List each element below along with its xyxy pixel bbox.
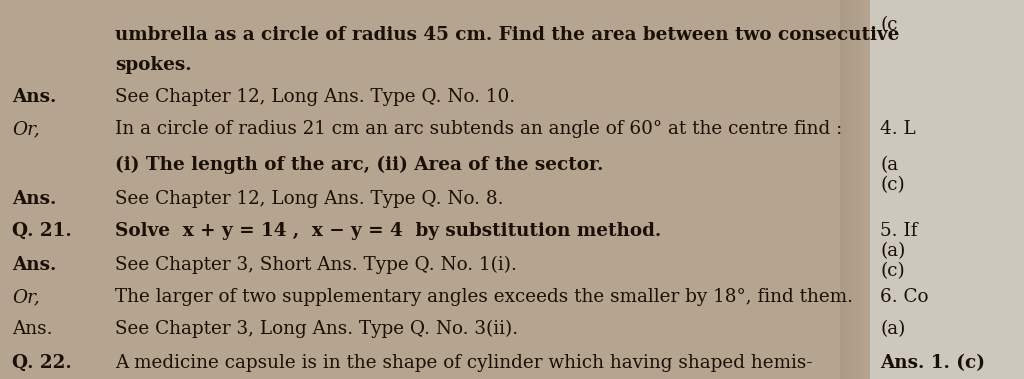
Text: Ans.: Ans. (12, 320, 52, 338)
Text: Q. 22.: Q. 22. (12, 354, 72, 372)
Text: Ans.: Ans. (12, 88, 56, 106)
Text: A medicine capsule is in the shape of cylinder which having shaped hemis-: A medicine capsule is in the shape of cy… (115, 354, 812, 372)
Text: See Chapter 12, Long Ans. Type Q. No. 8.: See Chapter 12, Long Ans. Type Q. No. 8. (115, 190, 504, 208)
Text: 4. L: 4. L (880, 120, 915, 138)
Text: Ans.: Ans. (12, 190, 56, 208)
Text: Q. 21.: Q. 21. (12, 222, 72, 240)
Text: (a): (a) (880, 242, 905, 260)
Text: See Chapter 12, Long Ans. Type Q. No. 10.: See Chapter 12, Long Ans. Type Q. No. 10… (115, 88, 515, 106)
Text: (a: (a (880, 156, 898, 174)
Text: Or,: Or, (12, 288, 40, 306)
Text: umbrella as a circle of radius 45 cm. Find the area between two consecutive: umbrella as a circle of radius 45 cm. Fi… (115, 26, 899, 44)
Text: spokes.: spokes. (115, 56, 191, 74)
Text: See Chapter 3, Short Ans. Type Q. No. 1(i).: See Chapter 3, Short Ans. Type Q. No. 1(… (115, 256, 517, 274)
Text: (c): (c) (880, 262, 905, 280)
Text: 5. If: 5. If (880, 222, 918, 240)
Text: See Chapter 3, Long Ans. Type Q. No. 3(ii).: See Chapter 3, Long Ans. Type Q. No. 3(i… (115, 320, 518, 338)
Text: The larger of two supplementary angles exceeds the smaller by 18°, find them.: The larger of two supplementary angles e… (115, 288, 853, 306)
Text: In a circle of radius 21 cm an arc subtends an angle of 60° at the centre find :: In a circle of radius 21 cm an arc subte… (115, 120, 843, 138)
Text: 6. Co: 6. Co (880, 288, 929, 306)
Bar (870, 0, 1024, 379)
Text: Ans.: Ans. (12, 256, 56, 274)
Text: Solve  x + y = 14 ,  x − y = 4  by substitution method.: Solve x + y = 14 , x − y = 4 by substitu… (115, 222, 662, 240)
Text: Ans. 1. (c): Ans. 1. (c) (880, 354, 985, 372)
Text: (c: (c (880, 16, 897, 34)
Text: (c): (c) (880, 176, 905, 194)
Text: Or,: Or, (12, 120, 40, 138)
Text: (i) The length of the arc, (ii) Area of the sector.: (i) The length of the arc, (ii) Area of … (115, 156, 603, 174)
Text: (a): (a) (880, 320, 905, 338)
